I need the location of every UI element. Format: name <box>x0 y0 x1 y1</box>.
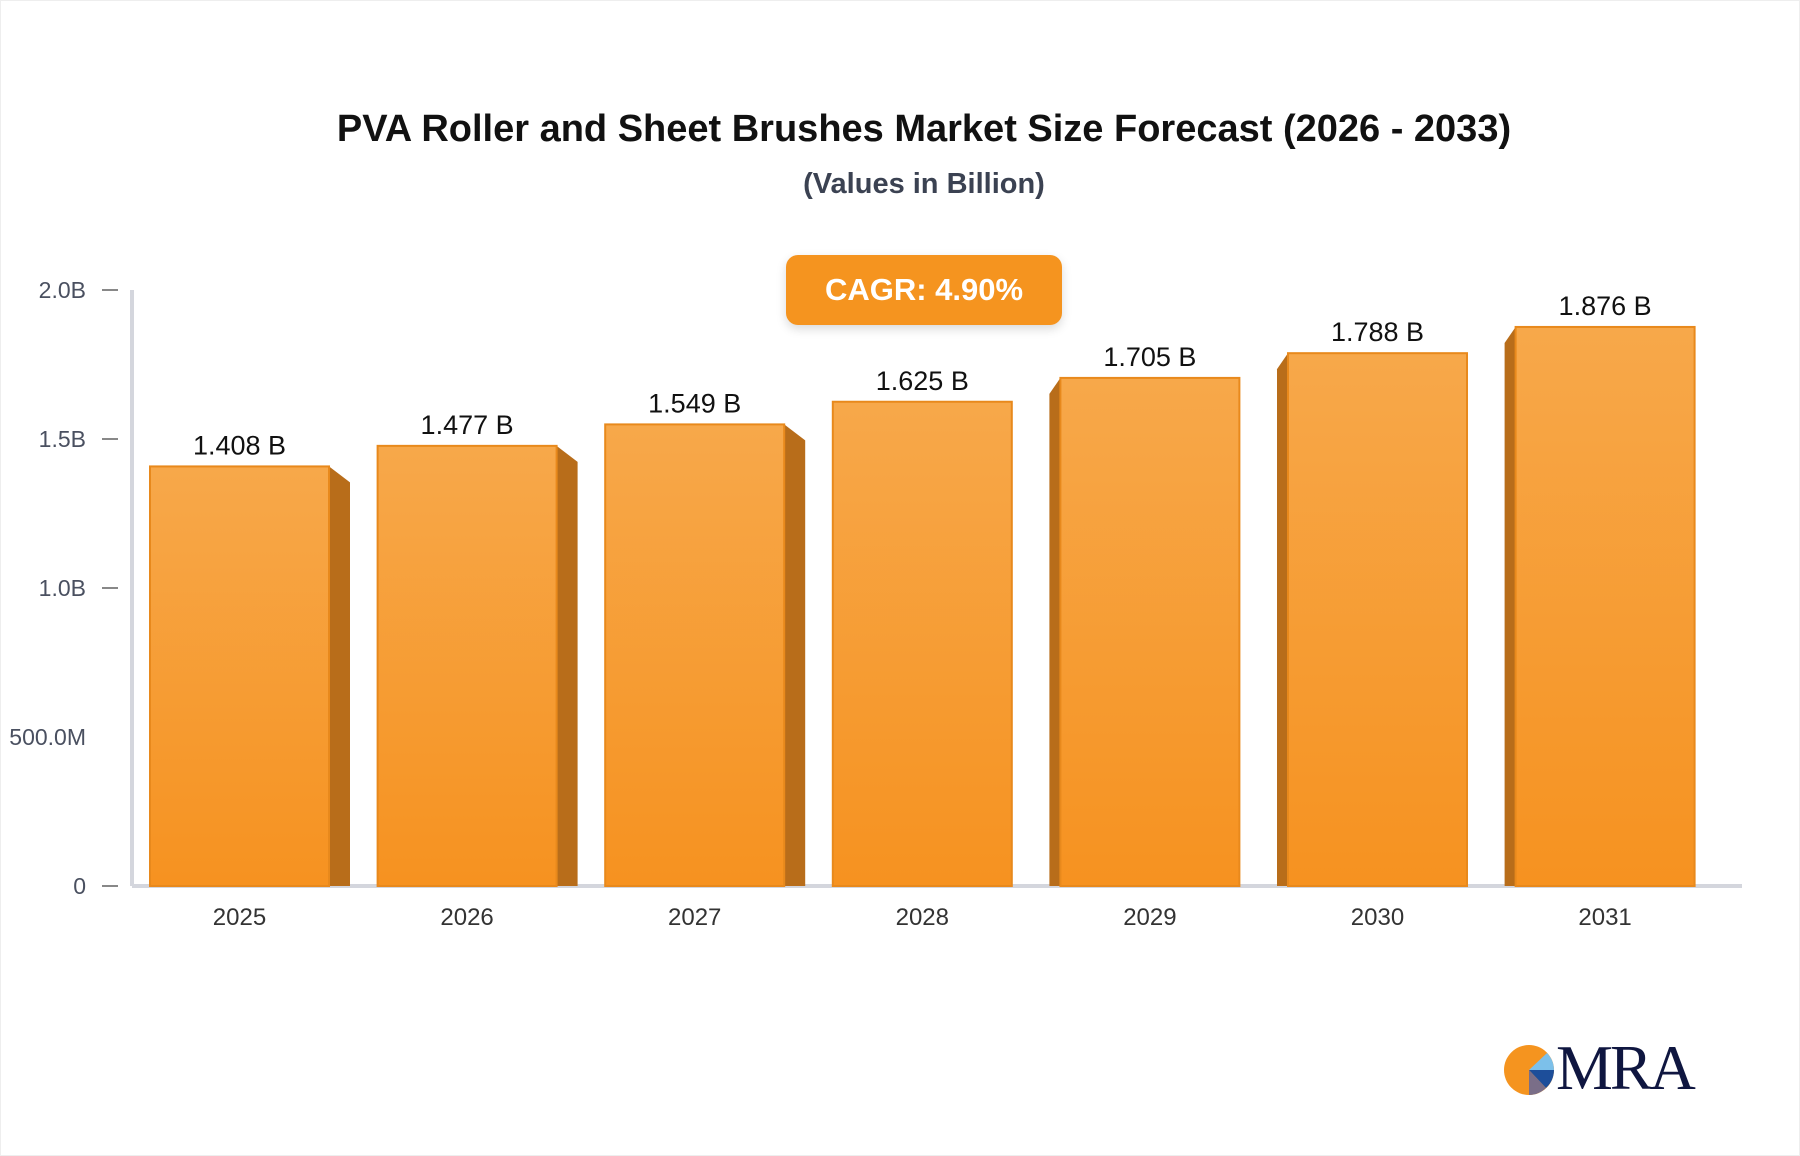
bar-side <box>556 445 578 886</box>
mra-logo: MRA <box>1504 1036 1704 1100</box>
y-tick-label: 1.0B <box>39 575 86 601</box>
x-tick-label: 2027 <box>668 904 721 931</box>
data-label: 1.549 B <box>648 388 741 418</box>
y-tick-label: 2.0B <box>39 277 86 303</box>
x-tick-label: 2025 <box>213 904 266 931</box>
data-label: 1.876 B <box>1559 291 1652 321</box>
data-label: 1.408 B <box>193 430 286 460</box>
data-label: 1.788 B <box>1331 317 1424 347</box>
bar-side <box>1504 326 1516 886</box>
x-tick-label: 2031 <box>1578 904 1631 931</box>
bar <box>604 423 786 887</box>
bar <box>149 465 330 887</box>
data-label: 1.477 B <box>421 410 514 440</box>
y-tick-label: 500.0M <box>9 724 86 750</box>
x-tick-label: 2029 <box>1123 904 1176 931</box>
logo-text: MRA <box>1556 1032 1696 1103</box>
bar <box>1287 352 1468 887</box>
chart-title: PVA Roller and Sheet Brushes Market Size… <box>336 108 1512 150</box>
x-tick-label: 2026 <box>440 904 493 931</box>
bar <box>376 444 558 887</box>
data-label: 1.705 B <box>1103 342 1196 372</box>
x-tick-label: 2030 <box>1351 904 1404 931</box>
bar-side <box>1049 377 1061 886</box>
chart-subtitle: (Values in Billion) <box>803 168 1045 200</box>
data-label: 1.625 B <box>876 366 969 396</box>
pie-logo-icon <box>1504 1045 1554 1095</box>
y-tick-label: 1.5B <box>39 426 86 452</box>
bar-side <box>1277 353 1288 886</box>
cagr-badge: CAGR: 4.90% <box>786 255 1062 325</box>
bar-side <box>329 466 350 886</box>
y-tick-label: 0 <box>73 873 86 899</box>
bar <box>1059 376 1241 887</box>
bar <box>1514 325 1696 887</box>
x-tick-label: 2028 <box>896 904 949 931</box>
bar <box>831 400 1013 887</box>
bar-side <box>784 424 806 886</box>
